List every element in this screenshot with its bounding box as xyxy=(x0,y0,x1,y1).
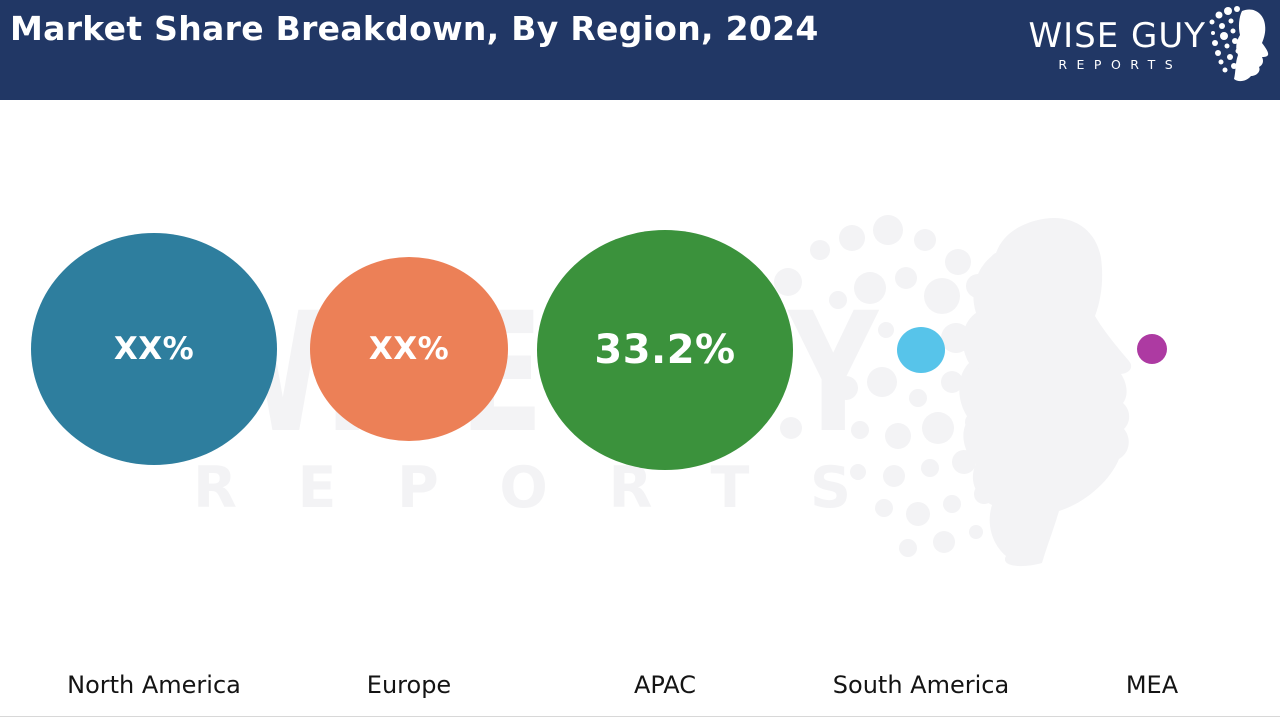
bubble-value-north-america: XX% xyxy=(113,331,195,367)
logo-reports-label: REPORTS xyxy=(1058,57,1183,72)
page-title: Market Share Breakdown, By Region, 2024 xyxy=(10,9,819,48)
logo-wise-guy-label: WISE GUY xyxy=(1028,16,1206,56)
watermark-head-silhouette xyxy=(959,217,1132,567)
category-label-mea: MEA xyxy=(1125,671,1179,699)
bubble-apac: 33.2% xyxy=(537,230,793,470)
bubble-europe: XX% xyxy=(310,257,508,441)
bubble-mea xyxy=(1137,334,1167,364)
bubble-value-europe: XX% xyxy=(368,331,450,367)
logo-head-icon xyxy=(1209,6,1269,82)
watermark-reports-text: REPORTS xyxy=(193,455,851,521)
category-label-south-america: South America xyxy=(832,671,1010,699)
logo-text: WISE GUY REPORTS xyxy=(1028,16,1206,72)
watermark-brain-dots xyxy=(774,215,1017,557)
header-band: Market Share Breakdown, By Region, 2024 … xyxy=(0,0,1280,100)
bubble-south-america xyxy=(897,327,945,373)
bubble-north-america: XX% xyxy=(31,233,277,465)
bottom-axis-line xyxy=(0,716,1280,717)
category-label-north-america: North America xyxy=(67,671,241,699)
category-label-europe: Europe xyxy=(366,671,452,699)
bubble-value-apac: 33.2% xyxy=(594,327,736,373)
category-label-apac: APAC xyxy=(633,671,697,699)
wise-guy-reports-logo: WISE GUY REPORTS xyxy=(1028,5,1270,83)
